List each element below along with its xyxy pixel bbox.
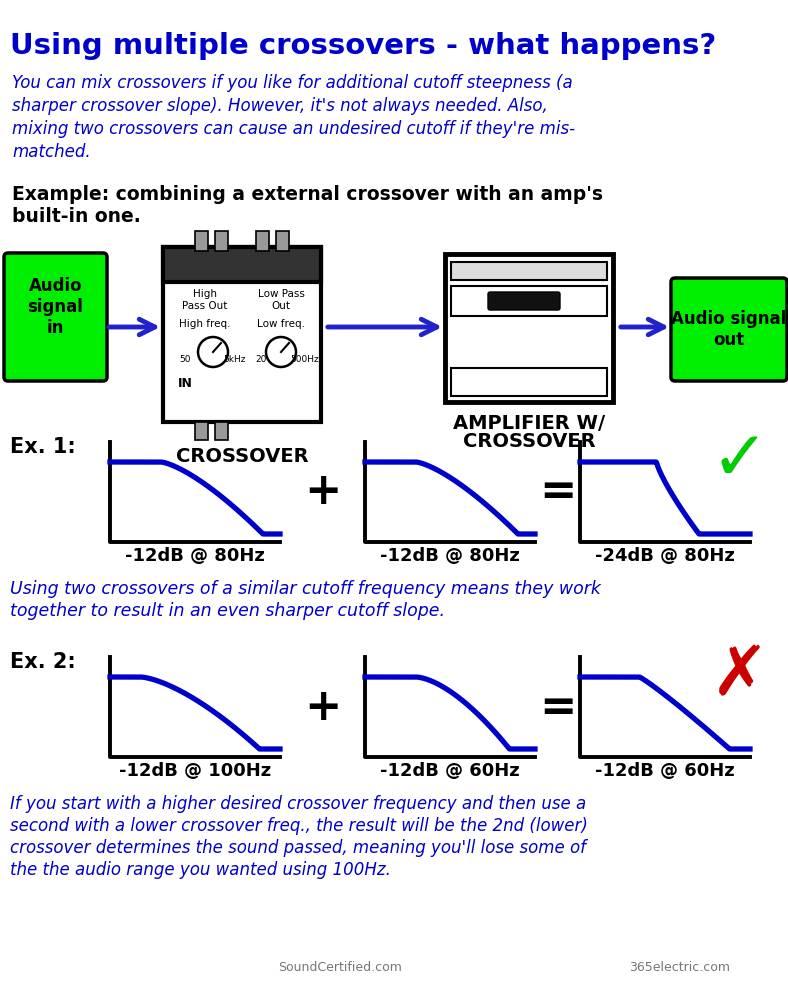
Text: sharper crossover slope). However, it's not always needed. Also,: sharper crossover slope). However, it's … [12,97,548,115]
Text: -24dB @ 80Hz: -24dB @ 80Hz [595,547,735,565]
Bar [451,262,607,280]
Text: together to result in an even sharper cutoff slope.: together to result in an even sharper cu… [10,602,445,620]
Bar [451,286,607,316]
FancyBboxPatch shape [671,278,787,381]
Bar [445,254,613,402]
Text: 365electric.com: 365electric.com [630,961,730,974]
Text: Ex. 1:: Ex. 1: [10,437,76,457]
Text: AMPLIFIER W/: AMPLIFIER W/ [453,414,605,433]
Bar [195,422,208,440]
Text: second with a lower crossover freq., the result will be the 2nd (lower): second with a lower crossover freq., the… [10,817,588,835]
Text: Audio
signal
in: Audio signal in [28,277,84,337]
Text: -12dB @ 80Hz: -12dB @ 80Hz [380,547,520,565]
Text: You can mix crossovers if you like for additional cutoff steepness (a: You can mix crossovers if you like for a… [12,74,573,92]
Text: Using two crossovers of a similar cutoff frequency means they work: Using two crossovers of a similar cutoff… [10,580,601,598]
Text: =: = [539,685,576,728]
Bar [276,231,289,251]
Text: -12dB @ 60Hz: -12dB @ 60Hz [380,762,520,780]
Text: Low freq.: Low freq. [257,319,305,329]
Bar [163,247,321,422]
Text: CROSSOVER: CROSSOVER [463,432,595,451]
Text: -12dB @ 100Hz: -12dB @ 100Hz [119,762,271,780]
Text: =: = [539,470,576,514]
Text: High
Pass Out: High Pass Out [182,289,228,310]
Text: 500Hz: 500Hz [291,355,319,364]
FancyBboxPatch shape [488,292,560,310]
Text: 50: 50 [179,355,191,364]
FancyBboxPatch shape [4,253,107,381]
Text: matched.: matched. [12,143,91,161]
Bar [215,231,228,251]
Text: ✓: ✓ [711,427,769,494]
Text: Example: combining a external crossover with an amp's: Example: combining a external crossover … [12,185,603,204]
Text: -12dB @ 60Hz: -12dB @ 60Hz [595,762,735,780]
Text: 20: 20 [255,355,266,364]
Text: If you start with a higher desired crossover frequency and then use a: If you start with a higher desired cross… [10,795,586,813]
Text: CROSSOVER: CROSSOVER [176,447,308,466]
Text: crossover determines the sound passed, meaning you'll lose some of: crossover determines the sound passed, m… [10,839,586,857]
Bar [256,231,269,251]
Text: SoundCertified.com: SoundCertified.com [278,961,402,974]
Text: Low Pass
Out: Low Pass Out [258,289,304,310]
Bar [195,231,208,251]
Text: Audio signal
out: Audio signal out [671,310,786,349]
Text: +: + [304,685,341,728]
Text: +: + [304,470,341,514]
Text: mixing two crossovers can cause an undesired cutoff if they're mis-: mixing two crossovers can cause an undes… [12,120,575,138]
Text: Ex. 2:: Ex. 2: [10,652,76,672]
Bar [163,247,321,282]
Text: the the audio range you wanted using 100Hz.: the the audio range you wanted using 100… [10,861,391,879]
Text: built-in one.: built-in one. [12,207,141,226]
Text: Using multiple crossovers - what happens?: Using multiple crossovers - what happens… [10,32,716,60]
Text: High freq.: High freq. [179,319,231,329]
Text: 5kHz: 5kHz [224,355,246,364]
Text: -12dB @ 80Hz: -12dB @ 80Hz [125,547,265,565]
Bar [451,368,607,396]
Bar [215,422,228,440]
Text: IN: IN [177,377,192,390]
Text: ✗: ✗ [711,642,769,709]
